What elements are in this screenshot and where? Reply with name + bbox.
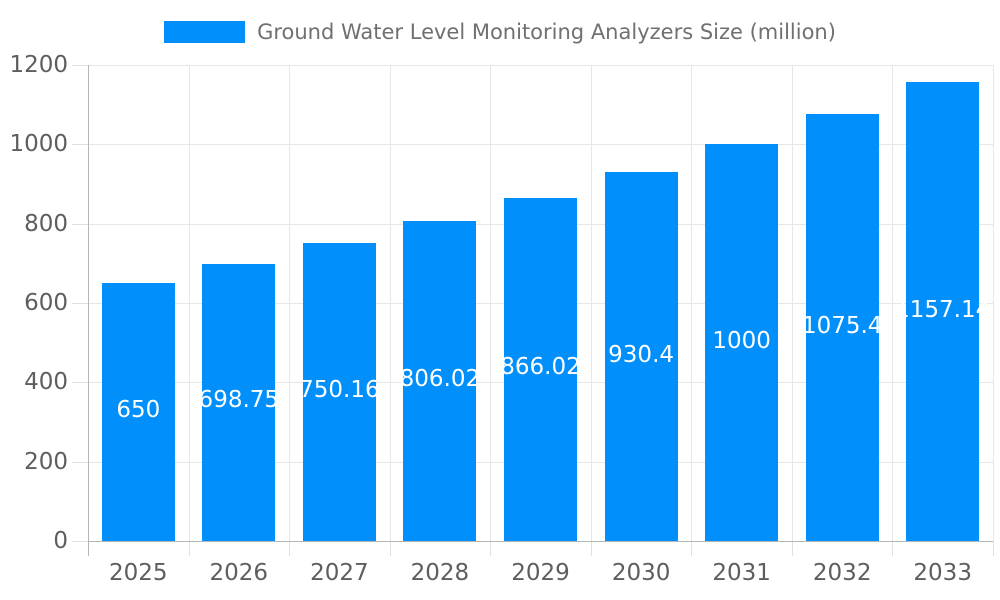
gridline-horizontal [88, 65, 993, 66]
y-tick-label: 800 [24, 210, 68, 237]
bar-value-label: 1157.14 [895, 296, 991, 323]
x-axis-tick [993, 541, 994, 556]
x-axis-tick [791, 541, 793, 556]
bar[interactable] [403, 221, 477, 541]
bar-value-label: 1075.4 [801, 312, 883, 339]
gridline-vertical [892, 65, 894, 541]
x-axis-tick [691, 541, 693, 556]
bar-value-label: 750.16 [299, 377, 380, 404]
gridline-vertical [791, 65, 793, 541]
bar[interactable] [604, 171, 678, 541]
x-tick-label: 2027 [310, 560, 369, 586]
y-tick-label: 600 [24, 290, 68, 316]
gridline-vertical [490, 65, 492, 541]
gridline-vertical [590, 65, 592, 541]
x-tick-label: 2030 [611, 560, 671, 586]
bar[interactable] [504, 197, 577, 541]
y-axis-tick [72, 382, 88, 384]
y-tick-label: 1000 [9, 131, 68, 158]
bar[interactable] [705, 144, 779, 541]
legend[interactable]: Ground Water Level Monitoring Analyzers … [0, 21, 1000, 43]
y-axis-tick [72, 461, 88, 463]
gridline-vertical [289, 65, 291, 541]
gridline-horizontal [88, 144, 993, 146]
gridline-vertical [691, 65, 693, 541]
x-tick-label: 2025 [109, 560, 168, 586]
y-tick-label: 0 [53, 528, 68, 554]
gridline-vertical [993, 65, 994, 541]
x-tick-label: 2026 [209, 560, 269, 586]
x-axis-tick [289, 541, 291, 556]
y-axis-labels: 0 200 400 600 800 1000 1200 [0, 0, 70, 600]
bar-value-label: 930.4 [608, 341, 675, 368]
bar-value-label: 650 [116, 397, 161, 424]
bar[interactable] [101, 283, 175, 541]
legend-label: Ground Water Level Monitoring Analyzers … [257, 20, 836, 44]
x-tick-label: 2033 [913, 560, 972, 586]
x-axis-tick [389, 541, 391, 556]
x-tick-label: 2029 [511, 560, 570, 586]
y-axis-tick [72, 144, 88, 146]
x-axis-line [88, 541, 993, 542]
y-axis-tick [72, 223, 88, 225]
x-axis-tick [590, 541, 592, 556]
legend-swatch-icon [164, 21, 246, 43]
y-tick-label: 1200 [9, 52, 68, 78]
x-tick-label: 2028 [410, 560, 470, 586]
y-tick-label: 400 [24, 369, 68, 396]
plot-area: 650 2025 698.75 2026 750.16 2027 806.02 2028 866… [72, 65, 994, 585]
bar-value-label: 1000 [712, 327, 771, 354]
gridline-vertical [188, 65, 190, 541]
y-axis-tick [72, 541, 88, 542]
bar[interactable] [805, 114, 879, 541]
x-tick-label: 2032 [812, 560, 872, 586]
x-axis-tick [490, 541, 492, 556]
bar[interactable] [906, 82, 980, 541]
x-axis-tick [188, 541, 190, 556]
bar-value-label: 866.02 [500, 354, 581, 381]
bar-value-label: 806.02 [399, 366, 481, 393]
x-axis-tick [892, 541, 894, 556]
gridline-vertical [389, 65, 391, 541]
x-tick-label: 2031 [712, 560, 771, 586]
y-axis-tick [72, 65, 88, 66]
y-tick-label: 200 [24, 448, 68, 475]
bar[interactable] [202, 263, 276, 541]
y-axis-line [88, 65, 89, 556]
bar-value-label: 698.75 [198, 387, 280, 414]
bar[interactable] [302, 243, 376, 541]
y-axis-tick [72, 303, 88, 304]
